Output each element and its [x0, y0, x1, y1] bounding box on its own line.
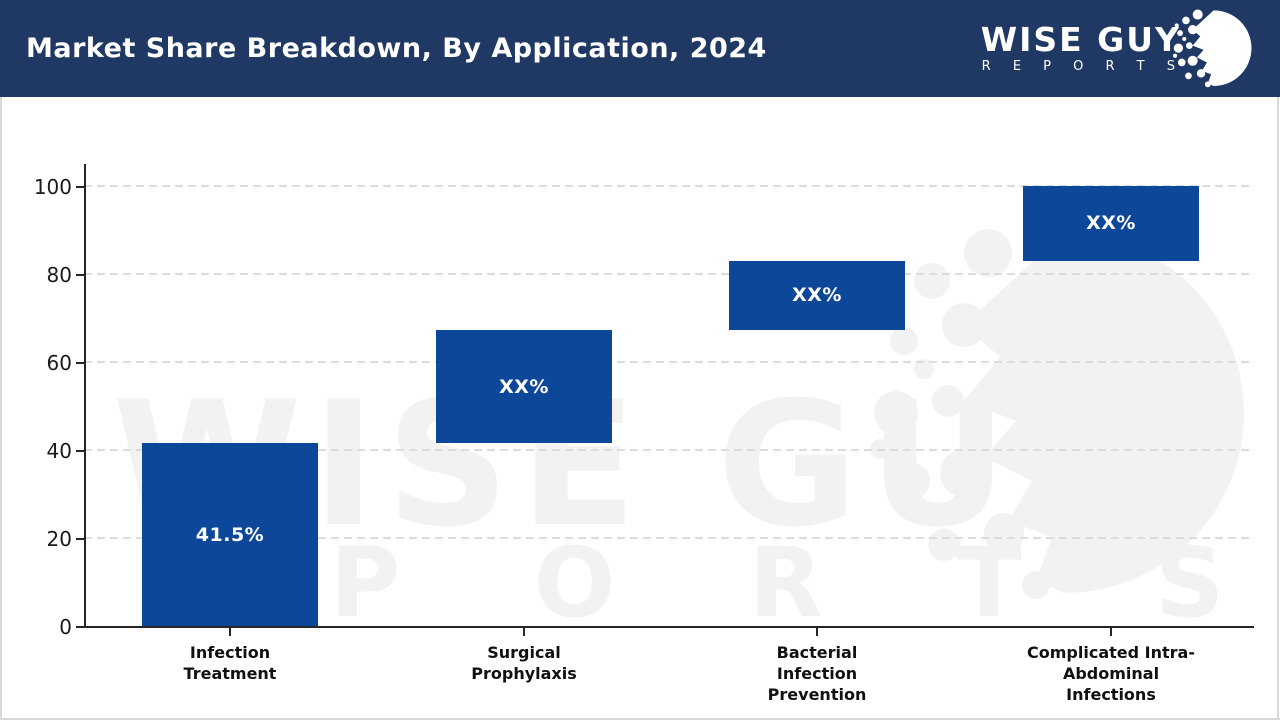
x-category-label-line: Surgical — [487, 643, 561, 662]
y-gridline — [84, 273, 1254, 275]
page-title: Market Share Breakdown, By Application, … — [26, 33, 767, 64]
x-tick-mark — [1110, 628, 1112, 636]
x-category-label: Surgical Prophylaxis — [404, 642, 644, 684]
bar: XX% — [436, 329, 612, 444]
wiseguy-logo: WISE GUY R E P O R T S — [978, 7, 1254, 91]
y-gridline — [84, 449, 1254, 451]
y-tick-mark — [76, 538, 84, 540]
x-tick-mark — [816, 628, 818, 636]
bar-value-label: 41.5% — [195, 523, 265, 546]
y-tick-label: 100 — [33, 175, 72, 199]
y-gridline — [84, 361, 1254, 363]
plot-area: WISE GUY P O R T S 0 20 40 60 80 100 Infection… — [0, 97, 1280, 718]
x-category-label-line: Treatment — [183, 664, 277, 683]
x-category-label-line: Complicated Intra- — [1027, 643, 1195, 662]
frame-edge-bottom — [0, 718, 1280, 720]
y-tick-mark — [76, 362, 84, 364]
x-category-label-line: Prevention — [767, 685, 867, 704]
bar: 41.5% — [142, 443, 318, 626]
x-category-label-line: Infection — [776, 664, 858, 683]
wiseguy-logo-text: WISE GUY R E P O R T S — [978, 19, 1184, 75]
x-category-label-line: Infection — [189, 643, 271, 662]
y-tick-mark — [76, 450, 84, 452]
y-tick-label: 0 — [59, 615, 72, 639]
y-gridline — [84, 537, 1254, 539]
x-category-label-line: Bacterial — [776, 643, 858, 662]
x-category-label: Complicated Intra- Abdominal Infections — [991, 642, 1231, 705]
frame-edge-right — [1277, 97, 1279, 720]
bar-value-label: XX% — [499, 375, 549, 398]
y-tick-label: 20 — [46, 527, 72, 551]
x-category-label-line: Abdominal — [1062, 664, 1160, 683]
bar-value-label: XX% — [1086, 212, 1136, 235]
x-tick-mark — [523, 628, 525, 636]
x-tick-mark — [229, 628, 231, 636]
y-tick-label: 40 — [46, 439, 72, 463]
y-axis-spine — [84, 164, 86, 628]
y-tick-mark — [76, 274, 84, 276]
y-tick-mark — [76, 186, 84, 188]
y-tick-label: 60 — [46, 351, 72, 375]
y-tick-mark — [76, 626, 84, 628]
x-category-label: Bacterial Infection Prevention — [697, 642, 937, 705]
x-category-label-line: Infections — [1066, 685, 1156, 704]
logo-wordmark: WISE GUY — [980, 19, 1181, 59]
watermark-face-icon — [856, 217, 1256, 617]
x-category-label: Infection Treatment — [110, 642, 350, 684]
header-bar: Market Share Breakdown, By Application, … — [0, 0, 1280, 97]
x-axis-spine — [84, 626, 1254, 628]
x-category-label-line: Prophylaxis — [471, 664, 577, 683]
bar: XX% — [729, 260, 905, 330]
frame-edge-left — [0, 97, 2, 720]
logo-subtitle: R E P O R T S — [981, 58, 1184, 74]
bar-value-label: XX% — [792, 284, 842, 307]
y-tick-label: 80 — [46, 263, 72, 287]
bar: XX% — [1023, 186, 1199, 261]
y-gridline — [84, 185, 1254, 187]
